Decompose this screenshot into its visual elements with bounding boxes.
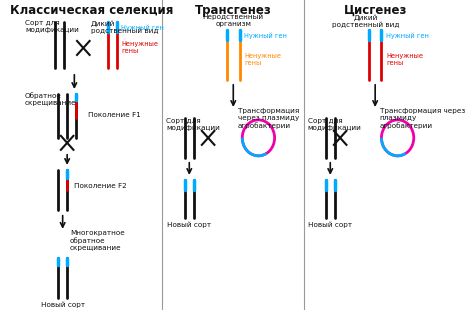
Text: Дикий
родственный вид: Дикий родственный вид [332, 14, 400, 28]
Text: Поколение F2: Поколение F2 [74, 183, 127, 189]
Text: Классическая селекция: Классическая селекция [9, 4, 173, 17]
Text: Ненужные
гены: Ненужные гены [121, 42, 158, 55]
Text: Сорт для
модификации: Сорт для модификации [308, 118, 362, 131]
Text: Трансгенез: Трансгенез [195, 4, 272, 17]
Text: Сорт для
модификации: Сорт для модификации [25, 20, 79, 33]
Text: Нужный ген: Нужный ген [244, 33, 287, 39]
Text: Новый сорт: Новый сорт [308, 222, 352, 228]
Text: Новый сорт: Новый сорт [41, 302, 85, 308]
Text: Многократное
обратное
скрещивание: Многократное обратное скрещивание [70, 230, 125, 251]
Text: Ненужные
гены: Ненужные гены [244, 53, 281, 66]
Text: Нужный ген: Нужный ген [121, 25, 164, 31]
Text: Неродственный
организм: Неродственный организм [203, 14, 264, 28]
Text: Ненужные
гены: Ненужные гены [386, 53, 423, 66]
Text: Поколение F1: Поколение F1 [88, 112, 141, 118]
Text: Сорт для
модификации: Сорт для модификации [166, 118, 220, 131]
Text: Обратное
скрещивание: Обратное скрещивание [25, 92, 77, 106]
Text: Цисгенез: Цисгенез [344, 4, 407, 17]
Text: Трансформация
через плазмиду
агробактерии: Трансформация через плазмиду агробактери… [238, 108, 299, 129]
Text: Нужный ген: Нужный ген [386, 33, 429, 39]
Text: Новый сорт: Новый сорт [167, 222, 211, 228]
Text: Дикий
родственный вид: Дикий родственный вид [91, 20, 158, 34]
Text: Трансформация через
плазмиду
агробактерии: Трансформация через плазмиду агробактери… [380, 108, 465, 129]
